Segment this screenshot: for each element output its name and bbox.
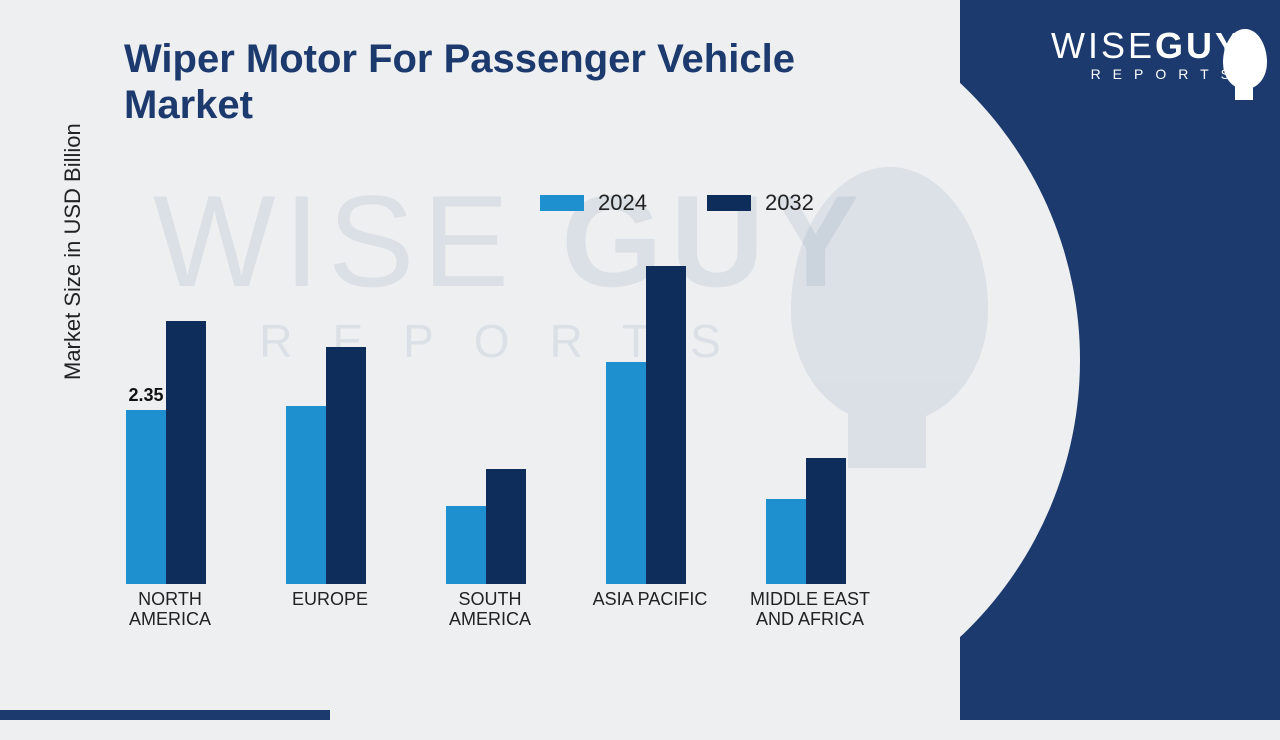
footer-accent-bar [0,710,330,720]
bar-ap-s2032 [646,266,686,584]
brand-logo: WISEGUY REPORTS [1051,28,1242,82]
category-label-na: NORTH AMERICA [100,590,240,630]
legend-swatch-2024 [540,195,584,211]
bar-sa-s2032 [486,469,526,584]
category-label-eu: EUROPE [260,590,400,610]
bar-mea-s2024 [766,499,806,584]
legend: 2024 2032 [540,190,814,216]
brand-name-light: WISE [1051,25,1155,66]
legend-swatch-2032 [707,195,751,211]
bar-eu-s2024 [286,406,326,584]
bar-chart: 2.35 [120,215,920,585]
category-label-mea: MIDDLE EAST AND AFRICA [740,590,880,630]
bar-sa-s2024 [446,506,486,584]
legend-label-2024: 2024 [598,190,647,216]
legend-label-2032: 2032 [765,190,814,216]
legend-item-2024: 2024 [540,190,647,216]
chart-title: Wiper Motor For Passenger Vehicle Market [124,36,844,128]
brand-tagline: REPORTS [1051,66,1242,82]
bar-ap-s2024 [606,362,646,584]
brand-name-bold: GUY [1155,25,1242,66]
bar-na-s2032 [166,321,206,584]
y-axis-label: Market Size in USD Billion [60,123,86,380]
bar-na-s2024: 2.35 [126,410,166,584]
legend-item-2032: 2032 [707,190,814,216]
bar-value-label: 2.35 [128,385,163,406]
category-label-sa: SOUTH AMERICA [420,590,560,630]
bar-mea-s2032 [806,458,846,584]
bar-eu-s2032 [326,347,366,584]
category-label-ap: ASIA PACIFIC [580,590,720,610]
